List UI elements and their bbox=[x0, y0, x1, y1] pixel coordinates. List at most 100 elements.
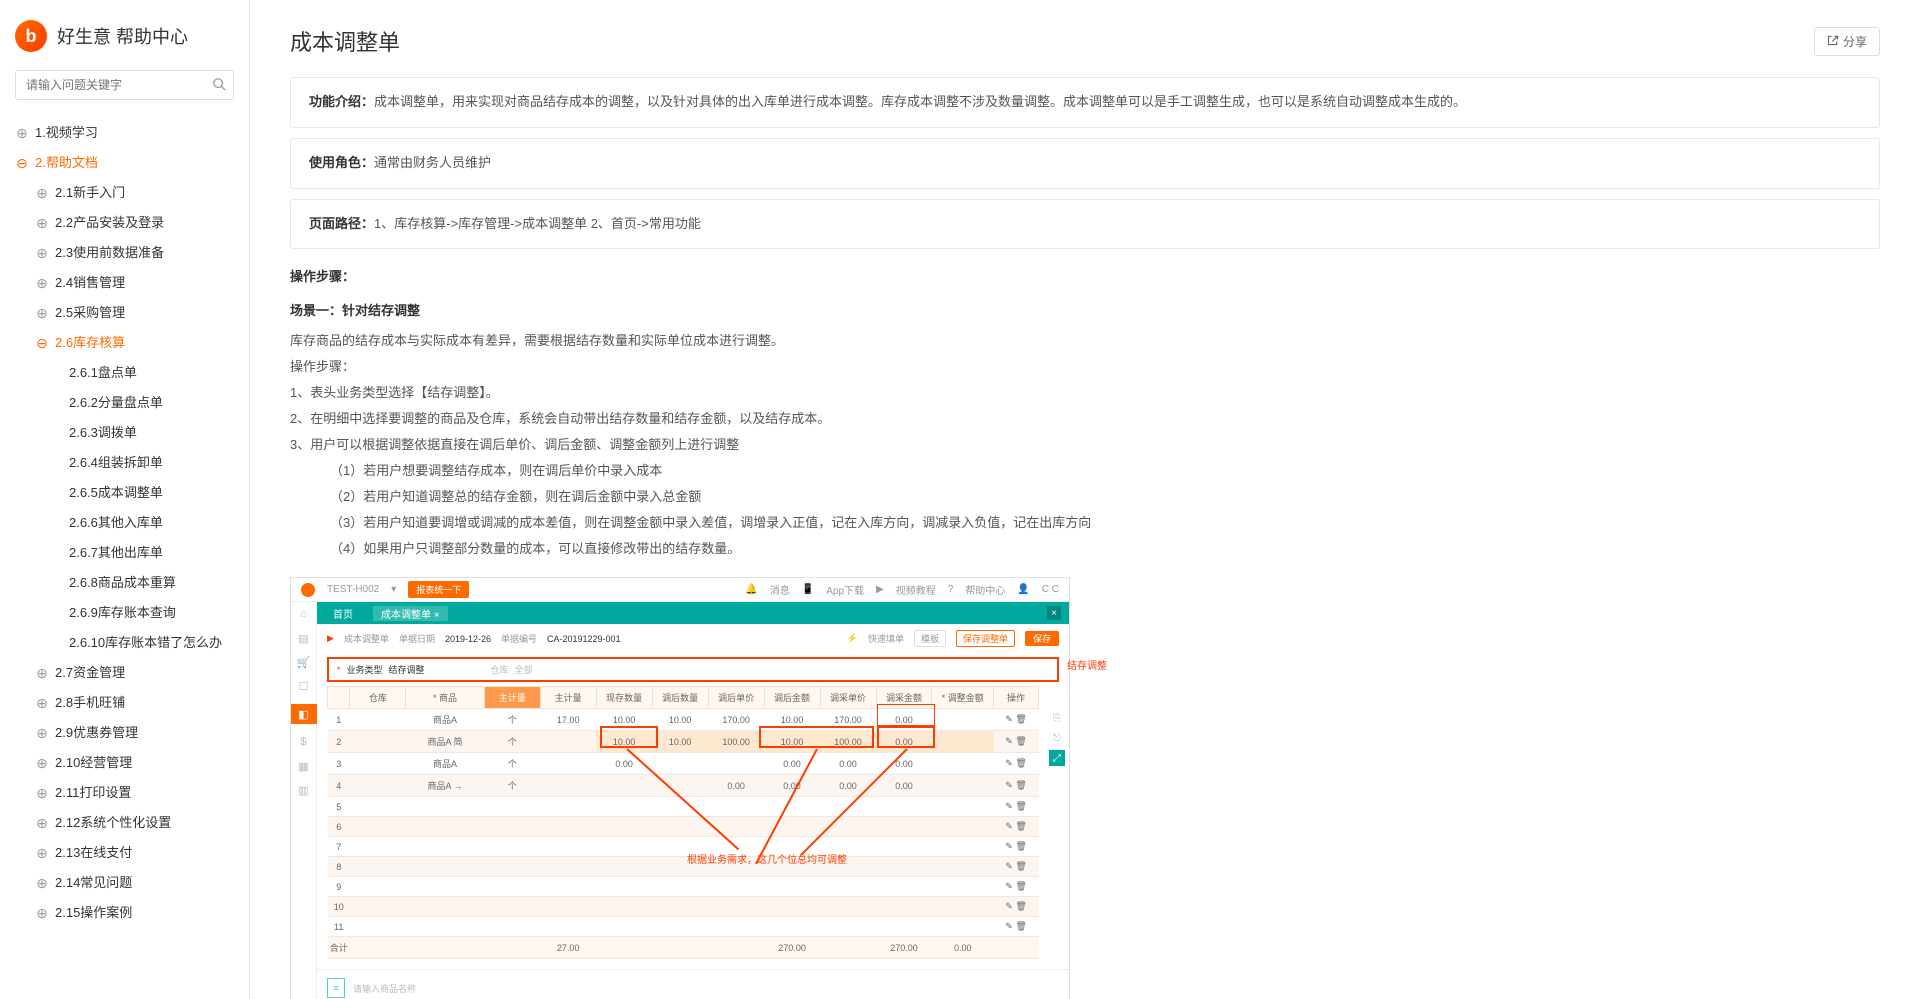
table-header-row: 仓库 * 商品 主计量 主计量 现存数量 调后数量 调后单价 调后金额 调采单价 bbox=[328, 687, 1039, 709]
sidebar: b 好生意 帮助中心 ⊕ 1.视频学习 ⊖ 2.帮助文档 bbox=[0, 0, 250, 999]
shot-bottom: ≡ 请输入商品名称 bbox=[317, 969, 1069, 999]
template-button: 模板 bbox=[914, 630, 946, 647]
tree-leaf[interactable]: 2.6.10库存账本错了怎么办 bbox=[69, 628, 234, 658]
annotation-text: 结存调整 bbox=[1067, 657, 1107, 672]
box-icon: ☐ bbox=[298, 680, 310, 692]
tree-leaf[interactable]: 2.6.2分量盘点单 bbox=[69, 388, 234, 418]
tree-leaf[interactable]: 2.6.3调拨单 bbox=[69, 418, 234, 448]
tree-item-2-11[interactable]: ⊕2.11打印设置 bbox=[35, 778, 234, 808]
tab-home: 首页 bbox=[325, 606, 361, 621]
plus-icon: ⊕ bbox=[35, 186, 49, 200]
chevron-down-icon: ▾ bbox=[391, 584, 396, 595]
close-icon: × bbox=[1047, 606, 1061, 620]
plus-icon: ⊕ bbox=[35, 306, 49, 320]
brand: b 好生意 帮助中心 bbox=[15, 20, 234, 52]
plus-icon: ⊕ bbox=[35, 216, 49, 230]
tree-item-2-6[interactable]: ⊖2.6库存核算 bbox=[35, 328, 234, 358]
save-submit-button: 保存调整单 bbox=[956, 630, 1015, 647]
plus-icon: ⊕ bbox=[35, 666, 49, 680]
intro-box: 功能介绍：成本调整单，用来实现对商品结存成本的调整，以及针对具体的出入库单进行成… bbox=[290, 77, 1880, 128]
tree-item-2-1[interactable]: ⊕2.1新手入门 bbox=[35, 178, 234, 208]
table-row: 9✎ 🗑 bbox=[328, 877, 1039, 897]
tree-leaf-active[interactable]: 2.6.5成本调整单 bbox=[69, 478, 234, 508]
embedded-screenshot: TEST-H002 ▾ 报表统一下 🔔消息 📱App下载 ▶视频教程 ?帮助中心… bbox=[290, 577, 1070, 999]
table-row: 11✎ 🗑 bbox=[328, 917, 1039, 937]
note-icon: ≡ bbox=[327, 978, 345, 998]
brand-title: 好生意 帮助中心 bbox=[57, 23, 188, 49]
lightning-icon: ⚡ bbox=[847, 633, 858, 644]
tree-item-2-10[interactable]: ⊕2.10经营管理 bbox=[35, 748, 234, 778]
tree-item-2-14[interactable]: ⊕2.14常见问题 bbox=[35, 868, 234, 898]
video-icon: ▶ bbox=[876, 584, 884, 595]
tree-item-2-12[interactable]: ⊕2.12系统个性化设置 bbox=[35, 808, 234, 838]
tree-item-2-7[interactable]: ⊕2.7资金管理 bbox=[35, 658, 234, 688]
mini-logo-icon bbox=[301, 583, 315, 597]
active-nav-icon: ◧ bbox=[291, 704, 317, 724]
table-row: 10✎ 🗑 bbox=[328, 897, 1039, 917]
tree-item-2-2[interactable]: ⊕2.2产品安装及登录 bbox=[35, 208, 234, 238]
steps-heading: 操作步骤： bbox=[290, 264, 1880, 290]
app-root: b 好生意 帮助中心 ⊕ 1.视频学习 ⊖ 2.帮助文档 bbox=[0, 0, 1920, 999]
table-row: 1商品A个17.0010.0010.00170.0010.00170.000.0… bbox=[328, 709, 1039, 731]
plus-icon: ⊕ bbox=[35, 726, 49, 740]
tree-leaf[interactable]: 2.6.4组装拆卸单 bbox=[69, 448, 234, 478]
annotation-caption: 根据业务需求，这几个位总均可调整 bbox=[687, 851, 847, 866]
tree-item-2-4[interactable]: ⊕2.4销售管理 bbox=[35, 268, 234, 298]
search-icon[interactable] bbox=[212, 77, 226, 94]
share-button[interactable]: 分享 bbox=[1814, 27, 1880, 56]
brand-logo: b bbox=[15, 20, 47, 52]
path-box: 页面路径：1、库存核算->库存管理->成本调整单 2、首页->常用功能 bbox=[290, 199, 1880, 250]
search-input[interactable] bbox=[15, 70, 234, 100]
tree-item-video[interactable]: ⊕ 1.视频学习 bbox=[15, 118, 234, 148]
shot-body: ⌂ ▤ 🛒 ☐ ◧ $ ▦ ▥ 首页 成本调整单 × × ▶ bbox=[291, 602, 1069, 999]
scene-heading: 场景一：针对结存调整 bbox=[290, 298, 1880, 324]
shot-filter-box: * 业务类型 结存调整 仓库 全部 结存调整 bbox=[327, 657, 1059, 682]
tree-leaf[interactable]: 2.6.6其他入库单 bbox=[69, 508, 234, 538]
tree-item-2-13[interactable]: ⊕2.13在线支付 bbox=[35, 838, 234, 868]
tree-item-docs[interactable]: ⊖ 2.帮助文档 bbox=[15, 148, 234, 178]
role-box: 使用角色：通常由财务人员维护 bbox=[290, 138, 1880, 189]
nav-tree: ⊕ 1.视频学习 ⊖ 2.帮助文档 ⊕2.1新手入门 ⊕2.2产品安装及登录 ⊕… bbox=[15, 118, 234, 928]
home-icon: ⌂ bbox=[298, 608, 310, 620]
tree-item-2-15[interactable]: ⊕2.15操作案例 bbox=[35, 898, 234, 928]
bell-icon: 🔔 bbox=[745, 584, 757, 595]
plus-icon: ⊕ bbox=[35, 906, 49, 920]
minus-icon: ⊖ bbox=[15, 156, 29, 170]
help-icon: ? bbox=[948, 584, 954, 595]
shot-left-nav: ⌂ ▤ 🛒 ☐ ◧ $ ▦ ▥ bbox=[291, 602, 317, 999]
plus-icon: ⊕ bbox=[35, 816, 49, 830]
shot-table-wrap: 仓库 * 商品 主计量 主计量 现存数量 调后数量 调后单价 调后金额 调采单价 bbox=[317, 686, 1049, 969]
doc-icon: ▤ bbox=[298, 632, 310, 644]
table-row: 4商品A →个0.000.000.000.00✎ 🗑 bbox=[328, 775, 1039, 797]
content-block: 操作步骤： 场景一：针对结存调整 库存商品的结存成本与实际成本有差异，需要根据结… bbox=[290, 264, 1880, 562]
plus-icon: ⊕ bbox=[35, 276, 49, 290]
tree-sub-2-6: 2.6.1盘点单 2.6.2分量盘点单 2.6.3调拨单 2.6.4组装拆卸单 … bbox=[35, 358, 234, 658]
plus-icon: ⊕ bbox=[35, 846, 49, 860]
search-box bbox=[15, 70, 234, 100]
scene-desc: 库存商品的结存成本与实际成本有差异，需要根据结存数量和实际单位成本进行调整。 bbox=[290, 328, 1880, 354]
page-title: 成本调整单 bbox=[290, 25, 400, 57]
minus-icon: ⊖ bbox=[35, 336, 49, 350]
table-row: 7✎ 🗑 bbox=[328, 837, 1039, 857]
tree-leaf[interactable]: 2.6.9库存账本查询 bbox=[69, 598, 234, 628]
tree-item-2-9[interactable]: ⊕2.9优惠券管理 bbox=[35, 718, 234, 748]
plus-icon: ⊕ bbox=[35, 786, 49, 800]
money-icon: $ bbox=[298, 736, 310, 748]
tree-item-2-3[interactable]: ⊕2.3使用前数据准备 bbox=[35, 238, 234, 268]
tree-sub-docs: ⊕2.1新手入门 ⊕2.2产品安装及登录 ⊕2.3使用前数据准备 ⊕2.4销售管… bbox=[15, 178, 234, 928]
step-2: 2、在明细中选择要调整的商品及仓库，系统会自动带出结存数量和结存金额，以及结存成… bbox=[290, 406, 1880, 432]
table-footer-row: 合计 27.00 270.00 270.00 0.00 bbox=[328, 937, 1039, 959]
shot-side-icons: ⎘ ⎋ ⤢ bbox=[1049, 686, 1069, 969]
tree-item-2-5[interactable]: ⊕2.5采购管理 bbox=[35, 298, 234, 328]
record-icon: ▶ bbox=[327, 633, 334, 644]
phone-icon: 📱 bbox=[802, 584, 814, 595]
share-icon bbox=[1827, 34, 1839, 49]
tree-item-2-8[interactable]: ⊕2.8手机旺铺 bbox=[35, 688, 234, 718]
tree-leaf[interactable]: 2.6.8商品成本重算 bbox=[69, 568, 234, 598]
tree-leaf[interactable]: 2.6.7其他出库单 bbox=[69, 538, 234, 568]
plus-icon: ⊕ bbox=[35, 756, 49, 770]
tree-leaf[interactable]: 2.6.1盘点单 bbox=[69, 358, 234, 388]
shot-topbar: TEST-H002 ▾ 报表统一下 🔔消息 📱App下载 ▶视频教程 ?帮助中心… bbox=[291, 578, 1069, 602]
avatar-icon: 👤 bbox=[1017, 584, 1029, 595]
table-row: 6✎ 🗑 bbox=[328, 817, 1039, 837]
